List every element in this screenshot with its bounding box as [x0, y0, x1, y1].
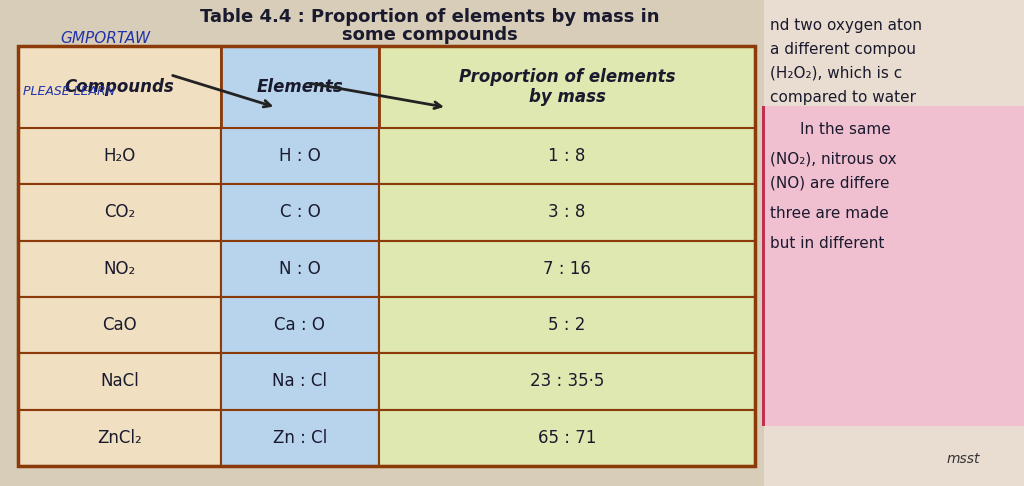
Bar	[18, 410, 221, 466]
Text: Zn : Cl: Zn : Cl	[272, 429, 327, 447]
Text: 7 : 16: 7 : 16	[543, 260, 591, 278]
Bar	[379, 297, 755, 353]
Text: NO₂: NO₂	[103, 260, 135, 278]
Bar	[379, 184, 755, 241]
Text: Table 4.4 : Proportion of elements by mass in: Table 4.4 : Proportion of elements by ma…	[201, 8, 659, 26]
Text: CO₂: CO₂	[103, 204, 135, 222]
Bar	[18, 353, 221, 410]
Text: Ca : O: Ca : O	[274, 316, 326, 334]
Text: (NO) are differe: (NO) are differe	[770, 176, 890, 191]
Bar	[762, 106, 765, 426]
Bar	[379, 46, 755, 128]
Bar	[221, 353, 379, 410]
Bar	[221, 241, 379, 297]
Text: NaCl: NaCl	[100, 372, 138, 390]
Text: some compounds: some compounds	[342, 26, 518, 44]
Text: N : O: N : O	[279, 260, 321, 278]
Text: H₂O: H₂O	[103, 147, 135, 165]
Bar	[18, 46, 221, 128]
Bar	[18, 128, 221, 184]
Text: msst: msst	[946, 452, 980, 466]
Text: Na : Cl: Na : Cl	[272, 372, 328, 390]
Text: 3 : 8: 3 : 8	[549, 204, 586, 222]
Bar	[18, 297, 221, 353]
Text: C : O: C : O	[280, 204, 321, 222]
Text: 23 : 35·5: 23 : 35·5	[529, 372, 604, 390]
Bar	[379, 241, 755, 297]
Text: H : O: H : O	[279, 147, 321, 165]
Bar	[221, 128, 379, 184]
Bar	[379, 128, 755, 184]
Bar	[18, 184, 221, 241]
Bar	[221, 297, 379, 353]
Bar	[379, 353, 755, 410]
Text: compared to water: compared to water	[770, 90, 916, 105]
Bar	[760, 0, 1024, 486]
Text: 1 : 8: 1 : 8	[549, 147, 586, 165]
Bar	[762, 106, 1024, 426]
Text: ZnCl₂: ZnCl₂	[97, 429, 141, 447]
Text: Compounds: Compounds	[65, 78, 174, 96]
Text: (NO₂), nitrous ox: (NO₂), nitrous ox	[770, 152, 897, 167]
Bar	[0, 0, 764, 486]
Bar	[221, 410, 379, 466]
Text: nd two oxygen aton: nd two oxygen aton	[770, 18, 922, 33]
Text: (H₂O₂), which is c: (H₂O₂), which is c	[770, 66, 902, 81]
Text: a different compou: a different compou	[770, 42, 916, 57]
Text: 5 : 2: 5 : 2	[549, 316, 586, 334]
Bar	[221, 184, 379, 241]
Text: GMPORTAW: GMPORTAW	[60, 31, 151, 46]
Text: three are made: three are made	[770, 206, 889, 221]
Bar	[379, 410, 755, 466]
Text: PLEASE LEARN: PLEASE LEARN	[23, 85, 115, 98]
Bar	[18, 46, 755, 466]
Text: 65 : 71: 65 : 71	[538, 429, 596, 447]
Bar	[221, 46, 379, 128]
Text: CaO: CaO	[102, 316, 136, 334]
Text: but in different: but in different	[770, 236, 885, 251]
Text: Proportion of elements
by mass: Proportion of elements by mass	[459, 68, 675, 106]
Bar	[18, 241, 221, 297]
Text: Elements: Elements	[257, 78, 343, 96]
Text: In the same: In the same	[800, 122, 891, 137]
